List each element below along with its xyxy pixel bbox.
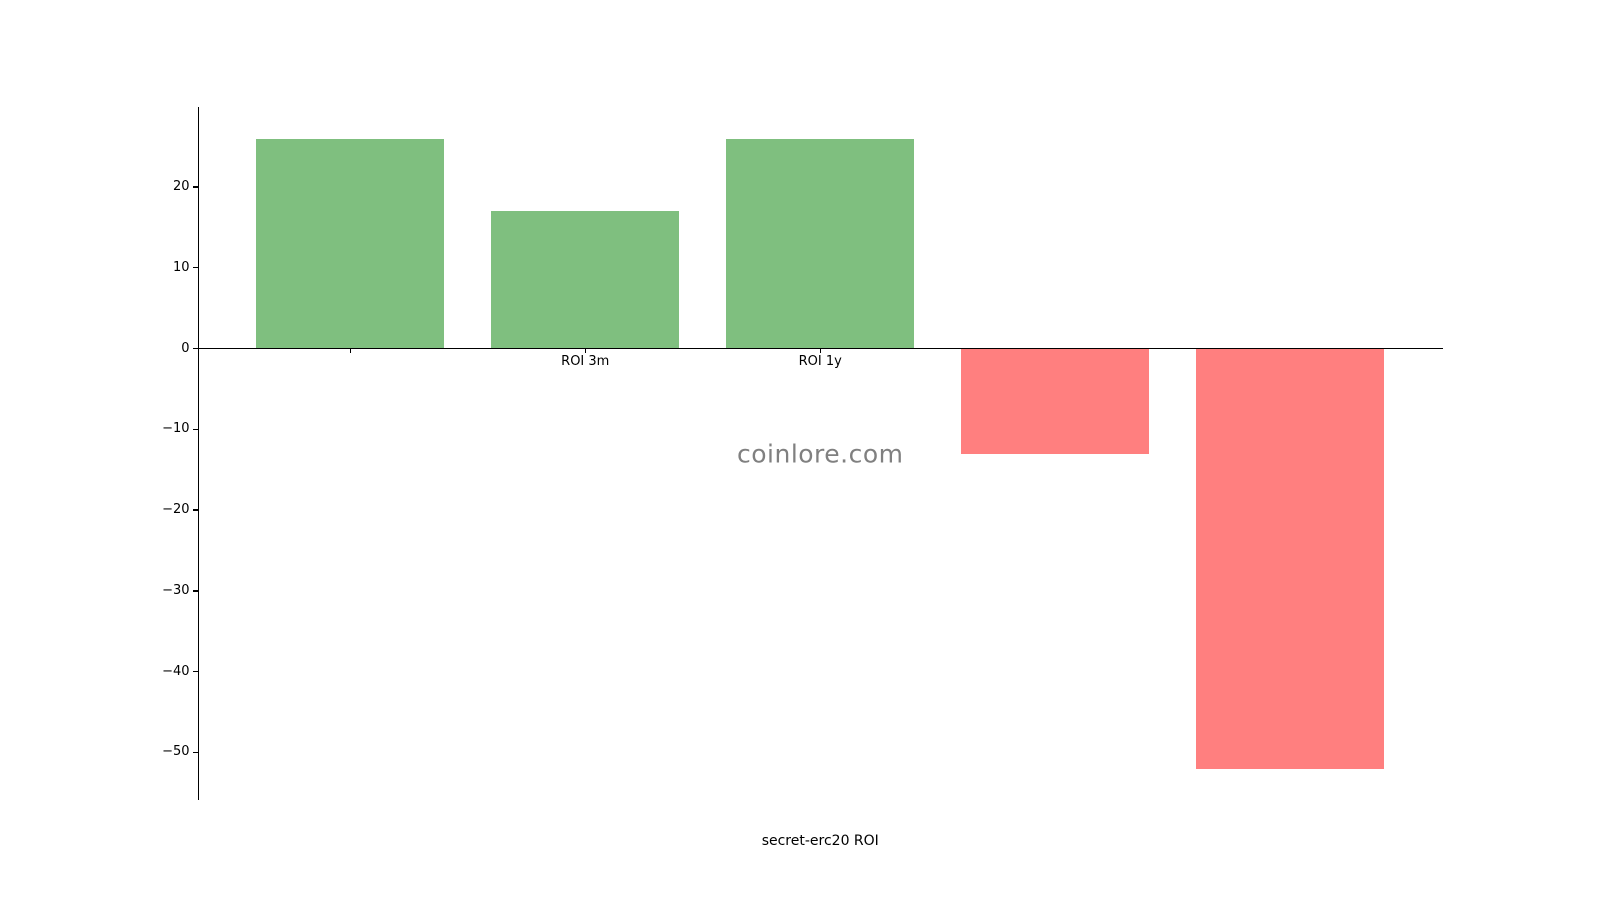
y-tick-label: −50 [162, 744, 190, 760]
y-axis-spine [197, 107, 199, 800]
y-tick-mark [192, 347, 198, 350]
y-tick-label: −20 [162, 502, 190, 518]
x-tick-label-roi-3m: ROI 3m [561, 353, 610, 369]
x-tick-mark [819, 349, 821, 354]
y-tick-mark [192, 751, 198, 754]
y-tick-label: 10 [172, 259, 190, 275]
y-tick-label: 0 [181, 340, 190, 356]
y-tick-mark [192, 509, 198, 511]
bar-series-1 [256, 138, 445, 349]
y-tick-mark [192, 266, 198, 269]
y-tick-mark [192, 590, 198, 592]
x-tick-mark [584, 349, 586, 354]
bar-series-4 [961, 348, 1150, 454]
y-tick-label: 20 [172, 178, 190, 194]
y-tick-label: −40 [162, 663, 190, 679]
y-tick-mark [192, 186, 198, 188]
y-tick-label: −30 [162, 582, 190, 598]
x-axis-zero-line [197, 347, 1443, 350]
x-tick-mark [349, 349, 351, 354]
bar-series-5 [1196, 348, 1385, 769]
x-tick-label-roi-1y: ROI 1y [798, 353, 842, 369]
bar-roi-1y [726, 138, 915, 349]
y-tick-mark [192, 428, 198, 431]
watermark: coinlore.com [736, 439, 904, 468]
y-tick-label: −10 [162, 421, 190, 437]
bar-roi-3m [491, 211, 680, 349]
y-tick-mark [192, 670, 198, 673]
x-axis-title: secret-erc20 ROI [761, 833, 879, 849]
